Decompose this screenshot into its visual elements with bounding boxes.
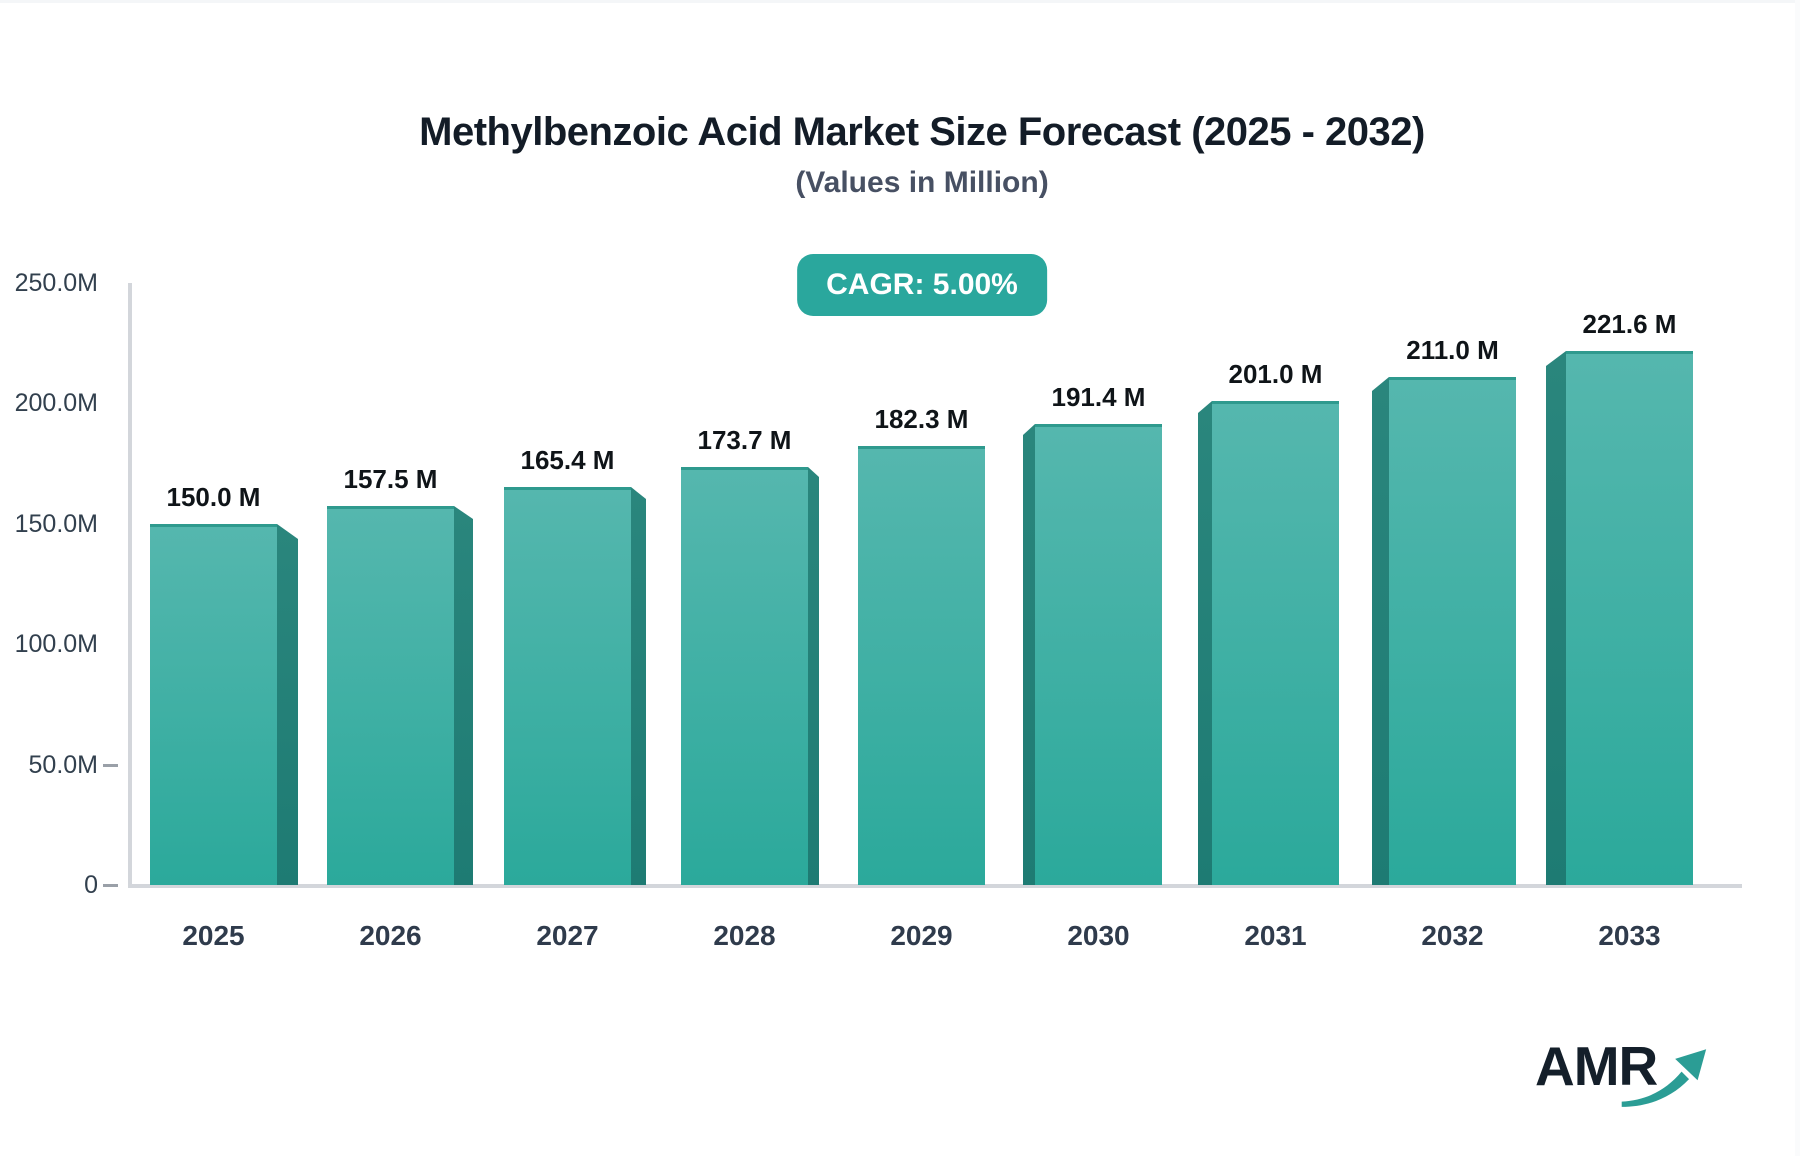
page-top-edge [0,0,1800,3]
bar-value-label: 182.3 M [874,404,969,434]
bar [327,506,454,885]
bar [858,446,985,885]
growth-arrow-icon [1621,1049,1707,1107]
y-axis-label: 200.0M [14,389,98,418]
bar-3d-side [1023,424,1035,885]
x-axis-label: 2029 [890,920,953,951]
bar-value-label: 165.4 M [520,445,615,475]
bar [1212,401,1339,885]
bar-3d-side [808,467,819,885]
bar-value-label: 191.4 M [1051,382,1146,412]
bar-3d-side [631,487,646,885]
bar [504,487,631,885]
y-axis-tick [103,884,118,887]
amr-logo-text: AMR [1535,1035,1658,1097]
bar-value-label: 201.0 M [1228,359,1323,389]
bar-value-label: 157.5 M [343,464,438,494]
bar [1566,351,1693,885]
x-axis-line [128,884,1742,888]
bar-value-label: 150.0 M [166,482,261,512]
bar [1035,424,1162,885]
x-axis-label: 2025 [182,920,245,951]
x-axis-label: 2030 [1067,920,1130,951]
bar [150,524,277,885]
x-axis-label: 2027 [536,920,599,951]
bar-3d-side [1546,351,1566,885]
amr-logo: AMR [1535,1036,1715,1116]
y-axis-label: 150.0M [14,509,98,538]
bar-3d-side [1198,401,1212,885]
cagr-badge: CAGR: 5.00% [797,254,1047,316]
y-axis-tick [103,763,118,767]
x-axis-label: 2032 [1421,920,1484,951]
bar-3d-side [454,506,473,885]
x-axis-label: 2031 [1244,920,1307,951]
bar [681,467,808,885]
chart-subtitle: (Values in Million) [795,166,1049,199]
y-axis-label: 50.0M [28,750,98,779]
bar-value-label: 173.7 M [697,425,792,455]
x-axis-label: 2033 [1598,920,1661,951]
x-axis-label: 2026 [359,920,422,951]
y-axis-label: 0 [84,871,98,899]
chart-title: Methylbenzoic Acid Market Size Forecast … [419,110,1425,154]
y-axis-line [128,283,132,888]
x-axis-label: 2028 [713,920,776,951]
bar-value-label: 221.6 M [1582,309,1677,339]
bar [1389,377,1516,885]
bar-3d-side [1372,377,1389,885]
bar-3d-side [277,524,298,885]
bar-value-label: 211.0 M [1406,335,1499,365]
y-axis-label: 250.0M [14,269,98,297]
y-axis-label: 100.0M [14,630,98,659]
page-right-edge [1795,0,1800,1156]
